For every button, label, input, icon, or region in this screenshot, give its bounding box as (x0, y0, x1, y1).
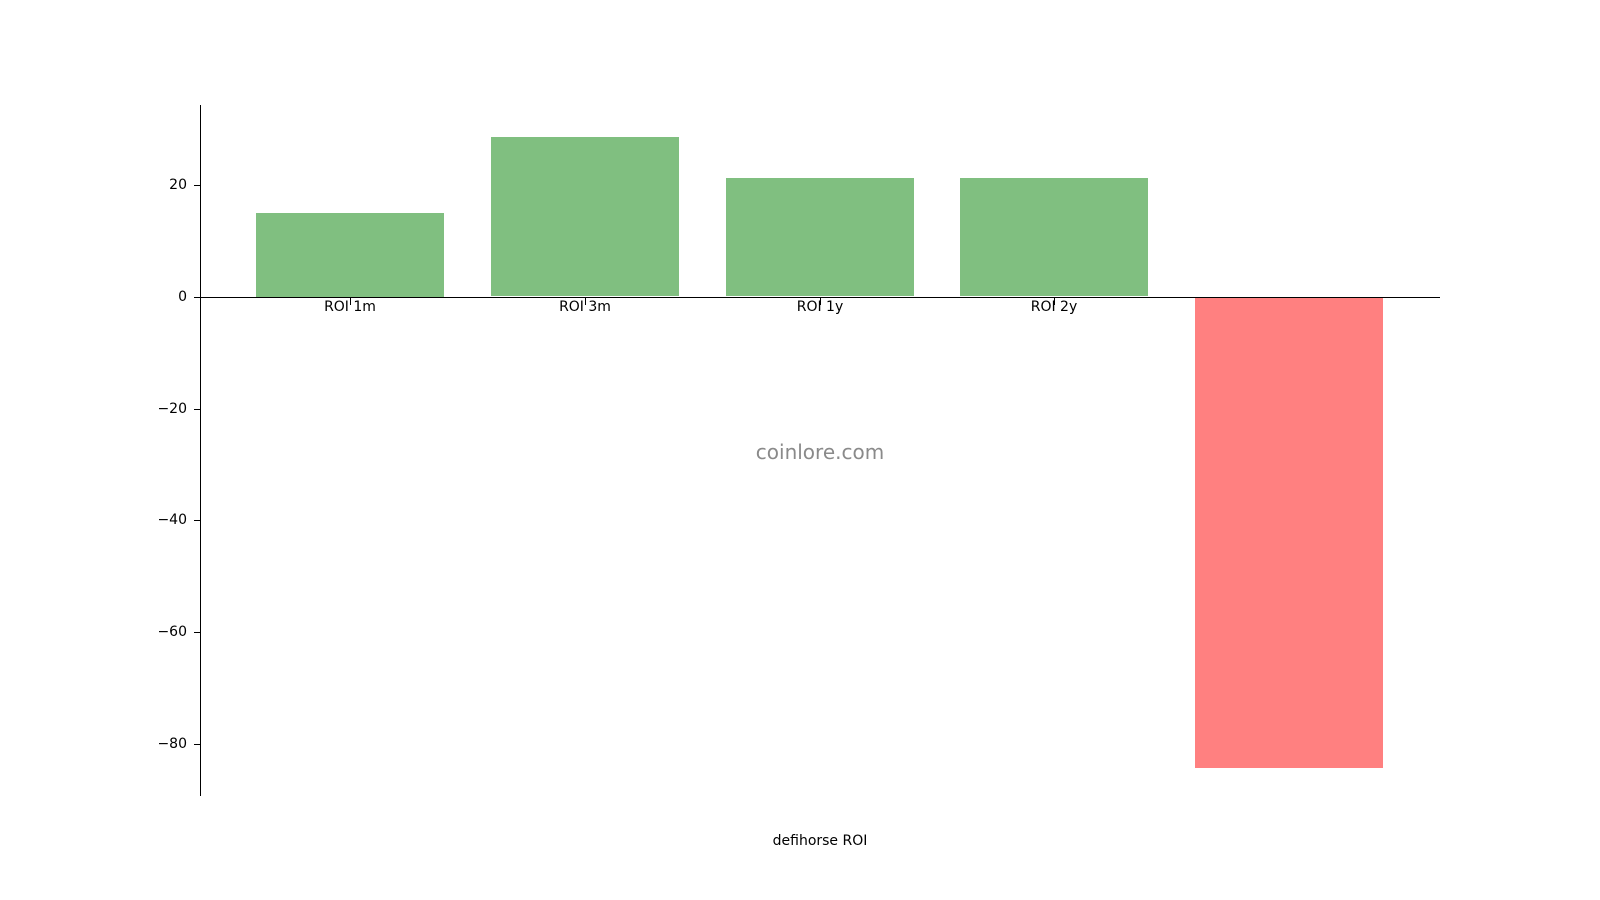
x-tick-mark (820, 298, 821, 305)
y-tick-mark (194, 297, 200, 298)
x-axis-title: defihorse ROI (772, 833, 868, 849)
y-tick-label: −20 (157, 401, 187, 417)
bar-roi-2y (960, 178, 1148, 296)
bar-roi-3m (491, 137, 679, 296)
x-tick-mark (350, 298, 351, 305)
x-tick-label: ROI 1y (796, 299, 844, 315)
x-tick-label: ROI 3m (559, 299, 611, 315)
y-tick-mark (194, 185, 200, 186)
x-tick-label: ROI 2y (1030, 299, 1078, 315)
y-tick-label: −40 (157, 512, 187, 528)
y-tick-label: −80 (157, 736, 187, 752)
x-tick-label: ROI 1m (324, 299, 376, 315)
y-tick-mark (194, 409, 200, 410)
y-tick-label: −60 (157, 624, 187, 640)
y-tick-mark (194, 632, 200, 633)
bar-roi-1m (256, 213, 444, 297)
y-axis-line (200, 105, 201, 796)
x-tick-mark (1054, 298, 1055, 305)
watermark: coinlore.com (755, 440, 885, 464)
y-tick-mark (194, 520, 200, 521)
x-axis-zero-line (200, 297, 1440, 298)
y-tick-label: 20 (169, 177, 187, 193)
bar-bar-4 (1195, 298, 1383, 768)
x-tick-mark (585, 298, 586, 305)
y-tick-label: 0 (178, 289, 187, 305)
bar-roi-1y (726, 178, 914, 296)
y-tick-mark (194, 744, 200, 745)
